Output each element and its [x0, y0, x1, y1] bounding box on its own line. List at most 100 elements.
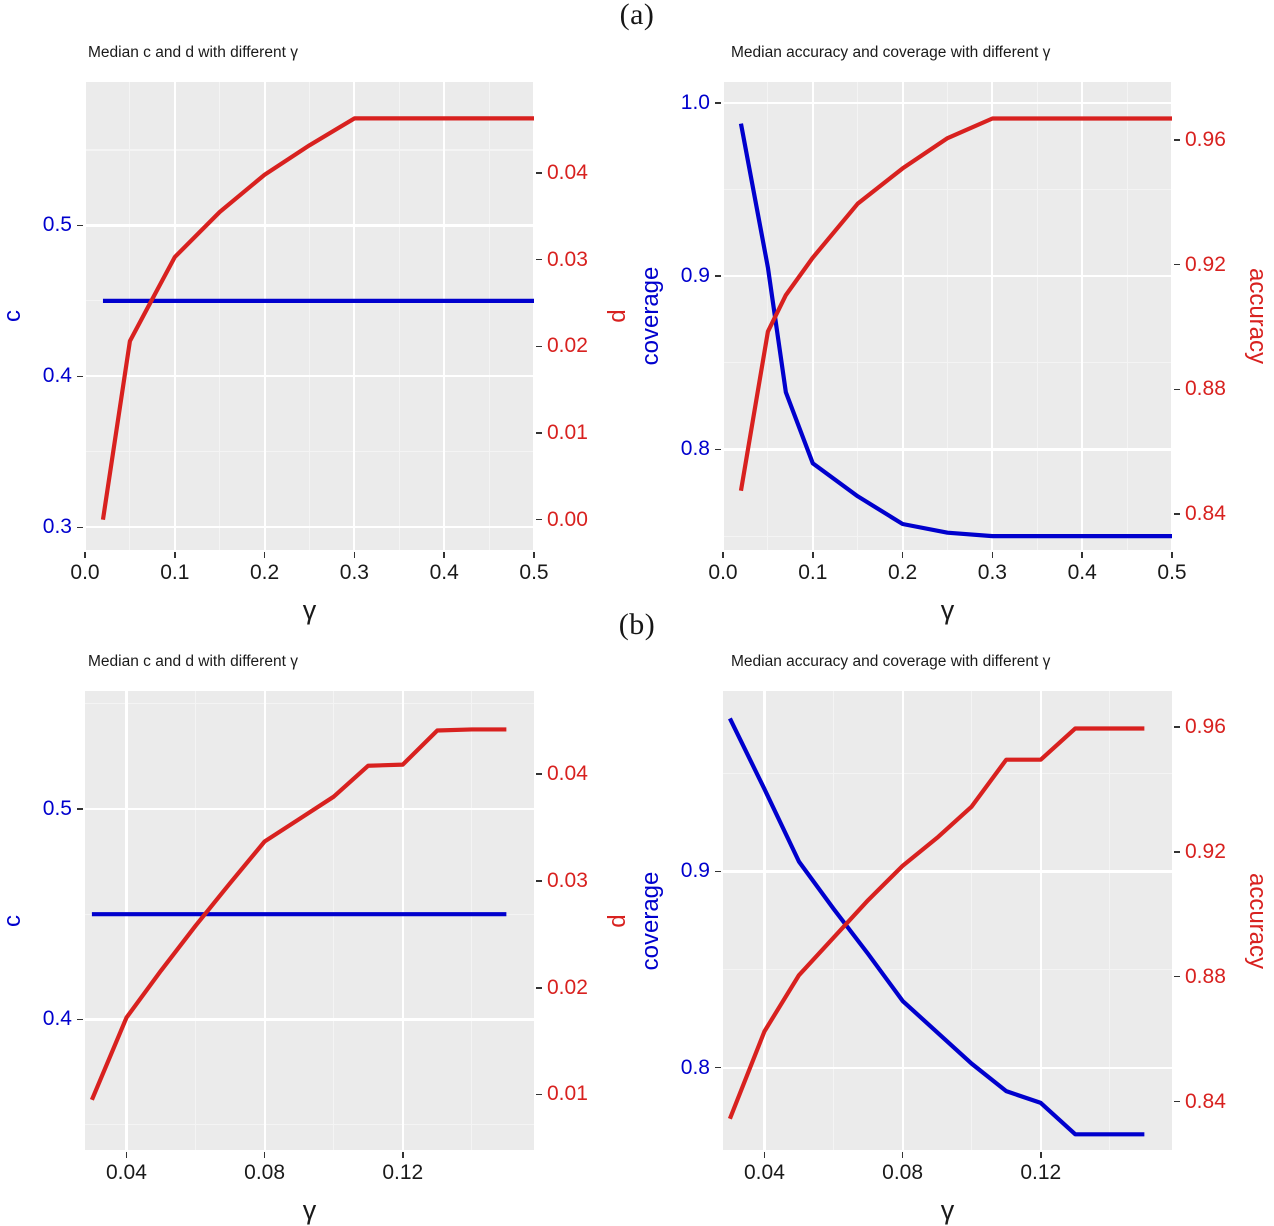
x-tick-label: 0.08: [882, 1161, 924, 1184]
y-right-tick-mark: [536, 1093, 542, 1096]
y-right-tick-label: 0.02: [547, 975, 588, 999]
grid-major-vertical: [901, 82, 904, 550]
grid-minor-vertical: [398, 82, 400, 550]
y-right-tick-label: 0.88: [1185, 377, 1226, 401]
y-right-axis-title: accuracy: [1244, 267, 1271, 365]
x-tick-mark: [125, 1152, 128, 1158]
y-right-tick-label: 0.02: [547, 334, 588, 358]
grid-minor-vertical: [1036, 82, 1038, 550]
x-tick-mark: [722, 552, 724, 558]
x-tick-label: 0.5: [519, 561, 549, 584]
y-left-axis-title: coverage: [637, 871, 664, 970]
subfigure-label-b: (b): [618, 608, 656, 641]
y-right-tick-mark: [1174, 138, 1180, 141]
grid-minor-vertical: [857, 82, 859, 550]
x-tick-mark: [901, 552, 904, 558]
x-axis-title: γ: [940, 1195, 955, 1225]
grid-major-vertical: [83, 82, 87, 550]
y-right-tick-mark: [1174, 975, 1180, 978]
y-right-tick-label: 0.88: [1185, 964, 1226, 988]
x-tick-mark: [263, 1152, 266, 1158]
y-left-tick-label: 0.8: [680, 1055, 710, 1079]
panel-b-right: Median accuracy and coverage with differ…: [637, 645, 1274, 1225]
x-tick-label: 0.12: [382, 1161, 424, 1184]
grid-minor-horizontal: [723, 968, 1172, 971]
grid-major-vertical: [401, 691, 404, 1150]
x-tick-label: 0.4: [1067, 561, 1097, 584]
y-left-tick-label: 0.4: [42, 364, 72, 388]
grid-minor-vertical: [488, 82, 490, 550]
y-right-tick-mark: [536, 880, 542, 882]
y-right-tick-mark: [1174, 388, 1180, 391]
grid-minor-horizontal: [723, 535, 1172, 537]
y-right-tick-label: 0.04: [547, 161, 588, 184]
x-tick-label: 0.04: [106, 1161, 147, 1184]
y-right-tick-mark: [1174, 726, 1180, 728]
x-tick-mark: [991, 552, 994, 558]
y-right-tick-mark: [536, 986, 542, 989]
y-right-tick-label: 0.01: [547, 421, 588, 444]
x-tick-mark: [401, 1152, 404, 1158]
panel-a-left-title: Median c and d with different γ: [88, 44, 298, 61]
grid-major-horizontal: [85, 224, 534, 227]
x-tick-label: 0.12: [1020, 1161, 1062, 1184]
grid-minor-horizontal: [85, 1124, 534, 1126]
x-tick-label: 0.5: [1157, 561, 1187, 584]
y-right-tick-label: 0.03: [547, 869, 588, 892]
grid-minor-vertical: [832, 691, 835, 1150]
grid-minor-vertical: [946, 82, 949, 550]
y-left-tick-label: 0.4: [42, 1007, 72, 1031]
y-right-tick-label: 0.84: [1185, 502, 1226, 526]
series-line-coverage: [728, 717, 1145, 1137]
x-axis-title: γ: [302, 1195, 317, 1225]
x-tick-mark: [1081, 552, 1083, 558]
y-right-tick-mark: [1174, 1100, 1180, 1103]
x-tick-label: 0.4: [429, 561, 459, 584]
panel-b-right-title: Median accuracy and coverage with differ…: [731, 653, 1051, 670]
x-tick-label: 0.1: [798, 561, 828, 584]
y-right-axis-title: accuracy: [1244, 872, 1271, 969]
series-layer: [100, 116, 534, 520]
y-left-tick-mark: [715, 1066, 721, 1069]
y-left-tick-mark: [77, 224, 83, 227]
grid-major-vertical: [1170, 82, 1174, 550]
grid-minor-vertical: [971, 691, 973, 1150]
x-tick-mark: [353, 552, 356, 558]
grid-major-horizontal: [85, 375, 534, 378]
x-tick-mark: [901, 1152, 904, 1158]
x-tick-mark: [763, 1152, 766, 1158]
grid-major-horizontal: [723, 448, 1172, 451]
series-layer: [89, 727, 507, 1101]
y-left-axis-title: c: [0, 310, 26, 322]
panel-b-left-title: Median c and d with different γ: [88, 653, 298, 670]
y-left-tick-label: 0.9: [680, 859, 710, 883]
panel-b-right-plot-area: [723, 691, 1172, 1150]
grid-minor-horizontal: [723, 362, 1172, 364]
grid-minor-vertical: [1109, 691, 1111, 1150]
y-left-tick-mark: [715, 275, 721, 277]
y-right-tick-mark: [536, 773, 542, 776]
series-line-p: [89, 727, 507, 1101]
x-tick-label: 0.2: [887, 561, 918, 584]
grid-major-vertical: [443, 82, 446, 550]
panel-a-right-plot-area: [721, 82, 1174, 550]
y-left-tick-label: 0.8: [680, 437, 710, 461]
y-left-tick-mark: [77, 375, 83, 378]
grid-minor-vertical: [333, 691, 335, 1150]
grid-minor-vertical: [219, 82, 221, 550]
grid-major-horizontal: [85, 1018, 534, 1021]
grid-major-vertical: [173, 82, 176, 550]
series-line-p: [100, 116, 534, 520]
y-right-tick-mark: [1174, 851, 1180, 853]
x-tick-label: 0.1: [160, 561, 190, 584]
grid-major-vertical: [263, 82, 266, 550]
grid-major-vertical: [991, 82, 994, 550]
y-right-tick-mark: [1174, 513, 1180, 515]
grid-major-vertical: [901, 691, 904, 1150]
y-right-tick-mark: [536, 172, 542, 174]
y-left-tick-mark: [715, 448, 721, 451]
panel-b-left-plot-area: [85, 691, 534, 1150]
panel-a-right-title: Median accuracy and coverage with differ…: [731, 44, 1051, 61]
y-left-tick-label: 0.9: [680, 264, 710, 288]
x-tick-mark: [1039, 1152, 1042, 1158]
